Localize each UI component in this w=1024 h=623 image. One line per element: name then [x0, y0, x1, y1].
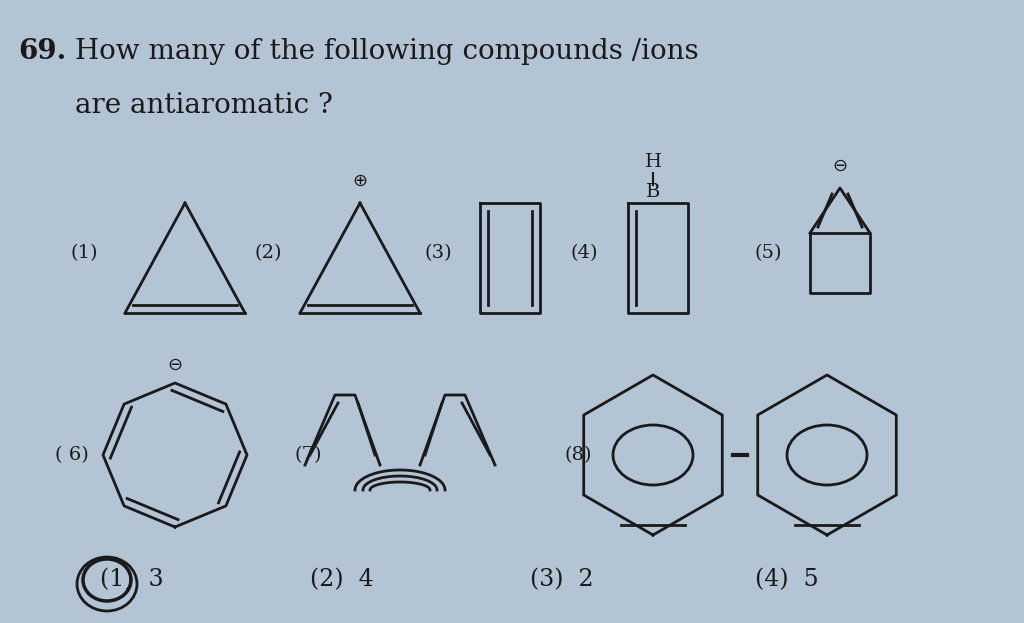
Text: ⊖: ⊖ — [168, 356, 182, 374]
Text: (4): (4) — [570, 244, 597, 262]
Text: (2)  4: (2) 4 — [310, 569, 374, 591]
Text: (7): (7) — [295, 446, 323, 464]
Text: (1): (1) — [70, 244, 97, 262]
Text: How many of the following compounds /ions: How many of the following compounds /ion… — [75, 38, 698, 65]
Text: (2): (2) — [255, 244, 283, 262]
Text: are antiaromatic ?: are antiaromatic ? — [75, 92, 333, 119]
Text: (5): (5) — [755, 244, 782, 262]
Text: 69.: 69. — [18, 38, 67, 65]
Text: (1)  3: (1) 3 — [100, 569, 164, 591]
Text: B: B — [646, 183, 660, 201]
Text: ⊕: ⊕ — [352, 172, 368, 190]
Text: (3): (3) — [425, 244, 453, 262]
Text: (8): (8) — [565, 446, 593, 464]
Text: H: H — [644, 153, 662, 171]
Text: ⊖: ⊖ — [833, 157, 848, 175]
Text: ( 6): ( 6) — [55, 446, 89, 464]
Text: (4)  5: (4) 5 — [755, 569, 818, 591]
Text: (3)  2: (3) 2 — [530, 569, 594, 591]
